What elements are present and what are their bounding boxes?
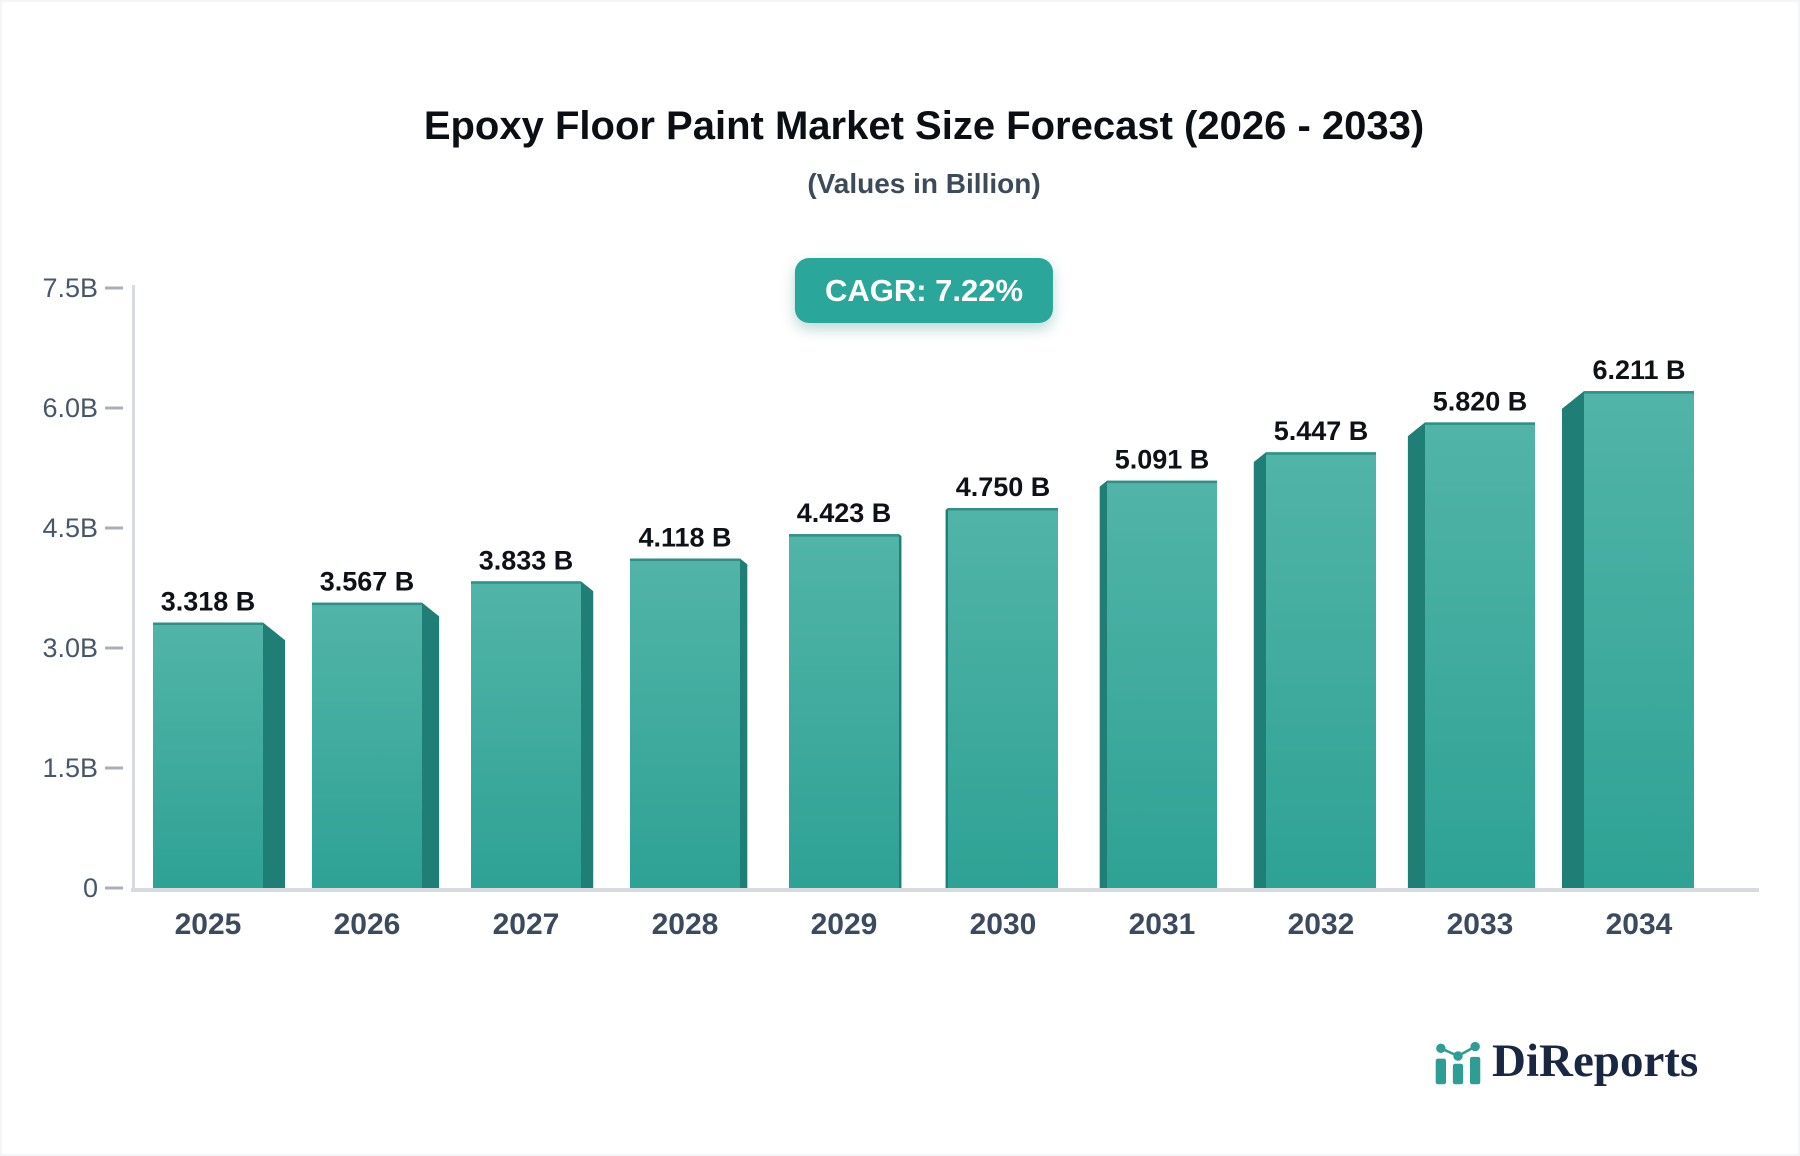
bar-side-face <box>1562 391 1584 888</box>
y-axis-tick-label: 7.5B <box>42 273 98 303</box>
bar-face <box>1107 480 1217 888</box>
x-axis-label: 2029 <box>811 908 878 941</box>
bar-side-face <box>1099 480 1107 888</box>
bar-value-label: 4.750 B <box>956 472 1051 502</box>
bar-side-face <box>740 558 748 888</box>
x-axis-label: 2031 <box>1129 908 1196 941</box>
bar-value-label: 3.318 B <box>161 587 256 617</box>
bar-group-2028: 4.118 B 2028 <box>630 523 748 941</box>
chart-subtitle: (Values in Billion) <box>807 168 1041 199</box>
logo-bar <box>1470 1056 1481 1084</box>
logo-dot <box>1436 1043 1446 1053</box>
bar-group-2032: 5.447 B 2032 <box>1253 416 1376 941</box>
bar-side-face <box>899 534 902 888</box>
bar-face <box>630 558 740 888</box>
bar-face <box>1584 391 1694 888</box>
y-axis-tick-label: 1.5B <box>42 753 98 783</box>
x-axis-label: 2025 <box>175 908 242 941</box>
cagr-badge-label: CAGR: 7.22% <box>824 273 1024 308</box>
bar-group-2031: 5.091 B 2031 <box>1099 445 1217 941</box>
bar-side-face <box>263 622 285 888</box>
bar-group-2027: 3.833 B 2027 <box>471 545 594 941</box>
x-axis-label: 2034 <box>1606 908 1673 941</box>
x-axis-label: 2032 <box>1288 908 1355 941</box>
brand-logo-text: DiReports <box>1492 1035 1699 1087</box>
bar-group-2029: 4.423 B 2029 <box>789 498 902 941</box>
logo-dot <box>1453 1050 1463 1061</box>
brand-logo: DiReports <box>1434 1038 1698 1085</box>
bar-value-label: 4.423 B <box>797 498 892 528</box>
bar-side-face <box>1407 422 1425 888</box>
bar-value-label: 6.211 B <box>1592 355 1685 385</box>
x-axis-label: 2033 <box>1447 908 1514 941</box>
y-axis-tick-label: 6.0B <box>42 393 98 423</box>
y-axis-tick-label: 0 <box>83 873 98 903</box>
bar-value-label: 5.447 B <box>1274 416 1369 446</box>
x-axis-label: 2028 <box>652 908 719 941</box>
bar-value-label: 3.833 B <box>479 545 574 575</box>
cagr-badge: CAGR: 7.22% <box>794 258 1054 324</box>
bar-face <box>153 622 263 888</box>
bar-face <box>471 581 581 888</box>
logo-dot <box>1470 1041 1480 1051</box>
logo-bar <box>1435 1058 1446 1084</box>
bar-value-label: 5.091 B <box>1115 445 1210 475</box>
x-axis-label: 2030 <box>970 908 1037 941</box>
bar-side-face <box>945 508 948 888</box>
y-axis-tick-label: 3.0B <box>42 633 98 663</box>
bar-value-label: 4.118 B <box>638 523 731 553</box>
bar-group-2026: 3.567 B 2026 <box>312 567 440 941</box>
bar-group-2034: 6.211 B 2034 <box>1562 355 1694 941</box>
bar-value-label: 3.567 B <box>320 567 415 597</box>
bar-group-2033: 5.820 B 2033 <box>1407 386 1535 941</box>
bar-side-face <box>422 602 440 888</box>
bar-face <box>312 602 422 888</box>
bar-side-face <box>581 581 594 888</box>
bar-face <box>1266 452 1376 888</box>
bar-face <box>1425 422 1535 888</box>
bar-chart-logo-icon <box>1435 1041 1481 1084</box>
bar-group-2030: 4.750 B 2030 <box>945 472 1058 941</box>
logo-bar <box>1452 1063 1464 1084</box>
x-axis-label: 2026 <box>334 908 401 941</box>
y-axis-tick-label: 4.5B <box>42 513 98 543</box>
x-axis-label: 2027 <box>493 908 560 941</box>
bar-face <box>948 508 1058 888</box>
bar-group-2025: 3.318 B 2025 <box>153 587 285 941</box>
bar-value-label: 5.820 B <box>1433 386 1528 416</box>
chart-title: Epoxy Floor Paint Market Size Forecast (… <box>423 104 1425 148</box>
bar-face <box>789 534 899 888</box>
bar-side-face <box>1253 452 1266 888</box>
